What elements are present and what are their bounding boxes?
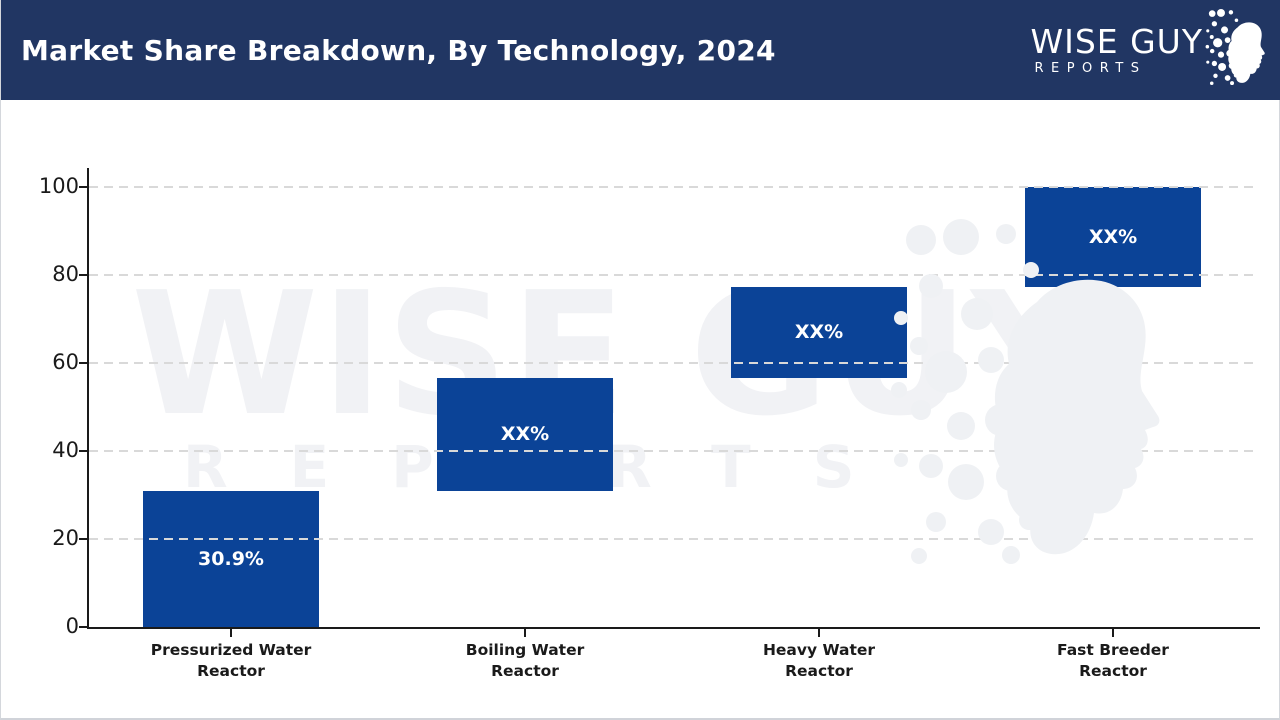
gridline-40 [89,450,1258,452]
y-axis-tick-label: 100 [38,174,79,198]
y-axis-tick-label: 40 [52,438,79,462]
wise-guy-reports-logo: WISE GUY REPORTS [1030,7,1267,93]
gridline-60 [89,362,1258,364]
bar-1: XX% [437,377,613,492]
x-axis-tick [818,629,820,637]
logo-subtext: REPORTS [1034,60,1147,76]
gridline-100 [89,186,1258,188]
y-axis-tick-label: 20 [52,526,79,550]
y-axis-tick [79,362,88,364]
y-axis-tick [79,450,88,452]
x-axis-tick [524,629,526,637]
bar-value-label: XX% [794,321,844,344]
logo-face-icon [1205,7,1267,93]
x-category-label: Fast Breeder Reactor [1057,641,1169,680]
bar-value-label: XX% [500,423,550,446]
chart-plot-area: WISE GUY REPORTS 02040608010030.9%Pressu… [1,100,1280,718]
y-axis-tick-label: 60 [52,350,79,374]
x-category-label: Pressurized Water Reactor [150,641,312,680]
watermark-face-icon [889,210,1169,600]
chart-title: Market Share Breakdown, By Technology, 2… [21,33,776,67]
gridline-80 [89,274,1258,276]
y-axis-tick [79,274,88,276]
gridline-20 [89,538,1258,540]
y-axis-tick-label: 80 [52,262,79,286]
y-axis-tick [79,626,88,628]
x-axis-tick [1112,629,1114,637]
bar-0: 30.9% [143,491,319,627]
bar-value-label: XX% [1088,225,1138,248]
y-axis-tick [79,538,88,540]
x-axis-tick [230,629,232,637]
x-category-label: Boiling Water Reactor [465,641,585,680]
x-category-label: Heavy Water Reactor [762,641,876,680]
y-axis-tick [79,186,88,188]
x-axis [87,627,1260,629]
bar-value-label: 30.9% [198,548,264,570]
header-banner: Market Share Breakdown, By Technology, 2… [1,0,1280,100]
bar-2: XX% [731,286,907,378]
logo-text: WISE GUY REPORTS [1030,25,1203,76]
y-axis-tick-label: 0 [65,614,79,638]
logo-wordmark: WISE GUY [1030,21,1203,61]
bar-3: XX% [1025,187,1201,287]
y-axis [87,168,89,629]
